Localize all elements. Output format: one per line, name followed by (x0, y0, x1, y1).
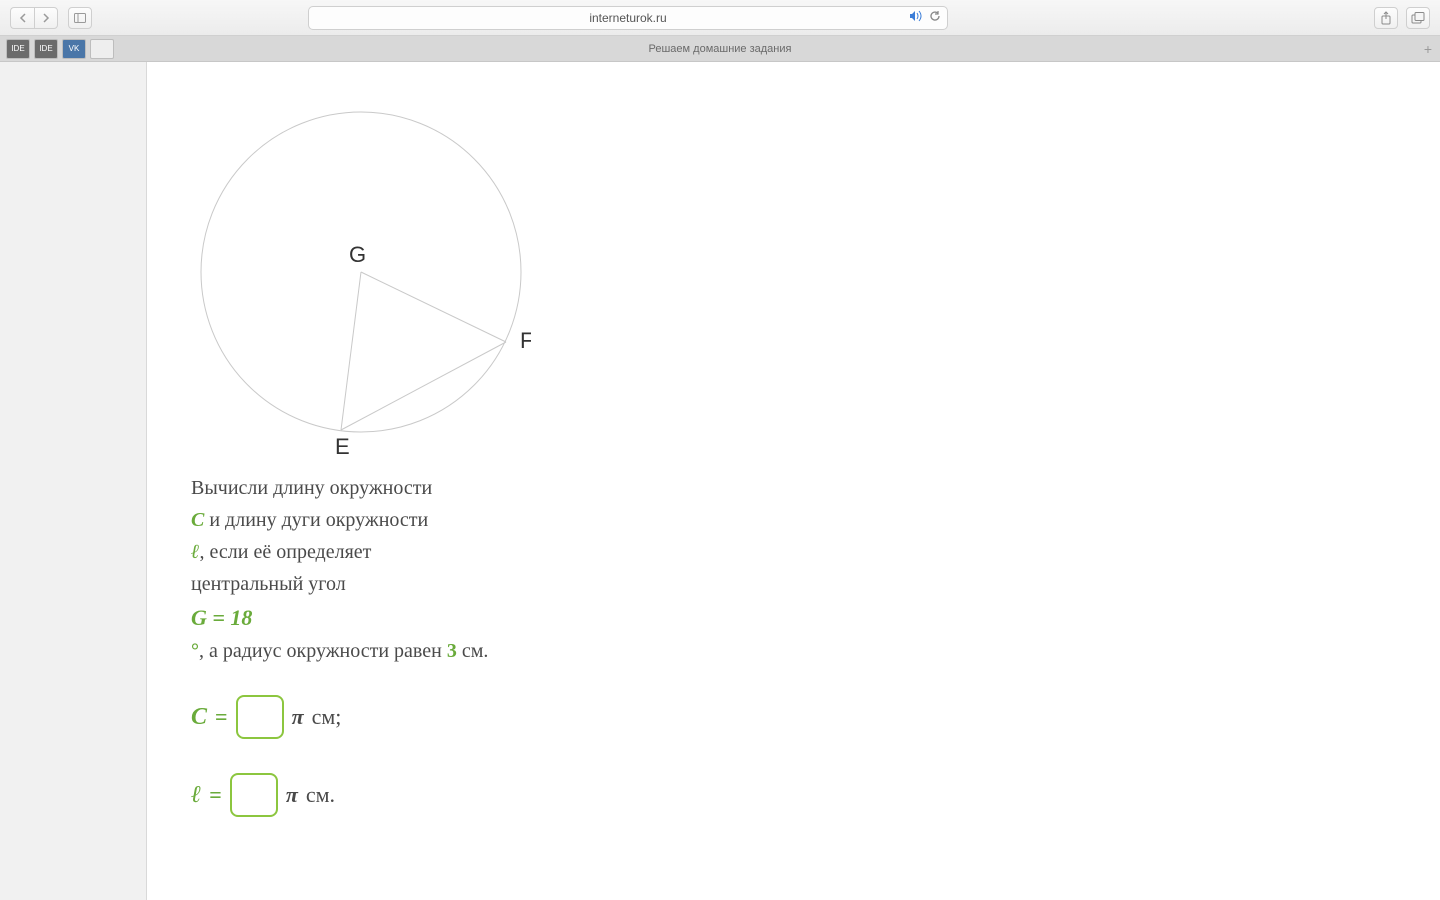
svg-text:F: F (520, 328, 531, 353)
symbol-ell: ℓ (191, 541, 200, 563)
unit-cm-1: см; (312, 704, 342, 730)
problem-line4: центральный угол (191, 573, 346, 595)
svg-text:G: G (349, 242, 366, 267)
problem-line6-end: см. (457, 640, 489, 662)
angle-value: G = 18 (191, 605, 252, 630)
answer-ell-label: ℓ (191, 782, 201, 809)
tabs-button[interactable] (1406, 7, 1430, 29)
favicon-ideone-1[interactable]: IDE (6, 39, 30, 59)
url-text: interneturok.ru (589, 11, 666, 25)
favicon-tray: IDE IDE VK (0, 39, 114, 59)
reload-icon[interactable] (929, 10, 941, 25)
sound-icon[interactable] (909, 10, 923, 25)
address-bar-icons (909, 10, 941, 25)
unit-cm-2: см. (306, 782, 335, 808)
problem-line2-rest: и длину дуги окружности (204, 509, 428, 531)
share-button[interactable] (1374, 7, 1398, 29)
forward-button[interactable] (34, 7, 58, 29)
nav-back-forward (10, 7, 58, 29)
browser-toolbar: interneturok.ru (0, 0, 1440, 36)
problem-line3-rest: , если её определяет (200, 541, 372, 563)
problem-line6-rest: , а радиус окружности равен (199, 640, 447, 662)
radius-value: 3 (447, 640, 457, 662)
page-content: G F E Вычисли длину окружности C и длину д… (147, 62, 1440, 900)
circle-diagram: G F E (191, 92, 531, 472)
answer-row-C: C = π см; (191, 695, 1396, 739)
new-tab-button[interactable]: + (1424, 41, 1432, 57)
problem-line1: Вычисли длину окружности (191, 477, 432, 499)
left-gutter (0, 62, 147, 900)
answer-ell-input[interactable] (230, 773, 278, 817)
pi-symbol-1: π (292, 704, 304, 730)
back-button[interactable] (10, 7, 34, 29)
content-area: G F E Вычисли длину окружности C и длину д… (0, 62, 1440, 900)
sidebar-toggle-button[interactable] (68, 7, 92, 29)
svg-text:E: E (335, 434, 350, 459)
equals-sign-2: = (209, 782, 222, 808)
toolbar-right-icons (1374, 7, 1430, 29)
tab-strip: IDE IDE VK Решаем домашние задания + (0, 36, 1440, 62)
favicon-current[interactable] (90, 39, 114, 59)
problem-text: Вычисли длину окружности C и длину дуги … (191, 472, 711, 667)
favicon-vk[interactable]: VK (62, 39, 86, 59)
answer-C-input[interactable] (236, 695, 284, 739)
answer-C-label: C (191, 704, 207, 731)
tab-title: Решаем домашние задания (649, 43, 792, 55)
equals-sign-1: = (215, 704, 228, 730)
answer-row-ell: ℓ = π см. (191, 773, 1396, 817)
pi-symbol-2: π (286, 782, 298, 808)
favicon-ideone-2[interactable]: IDE (34, 39, 58, 59)
address-bar[interactable]: interneturok.ru (308, 6, 948, 30)
symbol-C: C (191, 509, 204, 531)
degree-symbol: ° (191, 640, 199, 662)
